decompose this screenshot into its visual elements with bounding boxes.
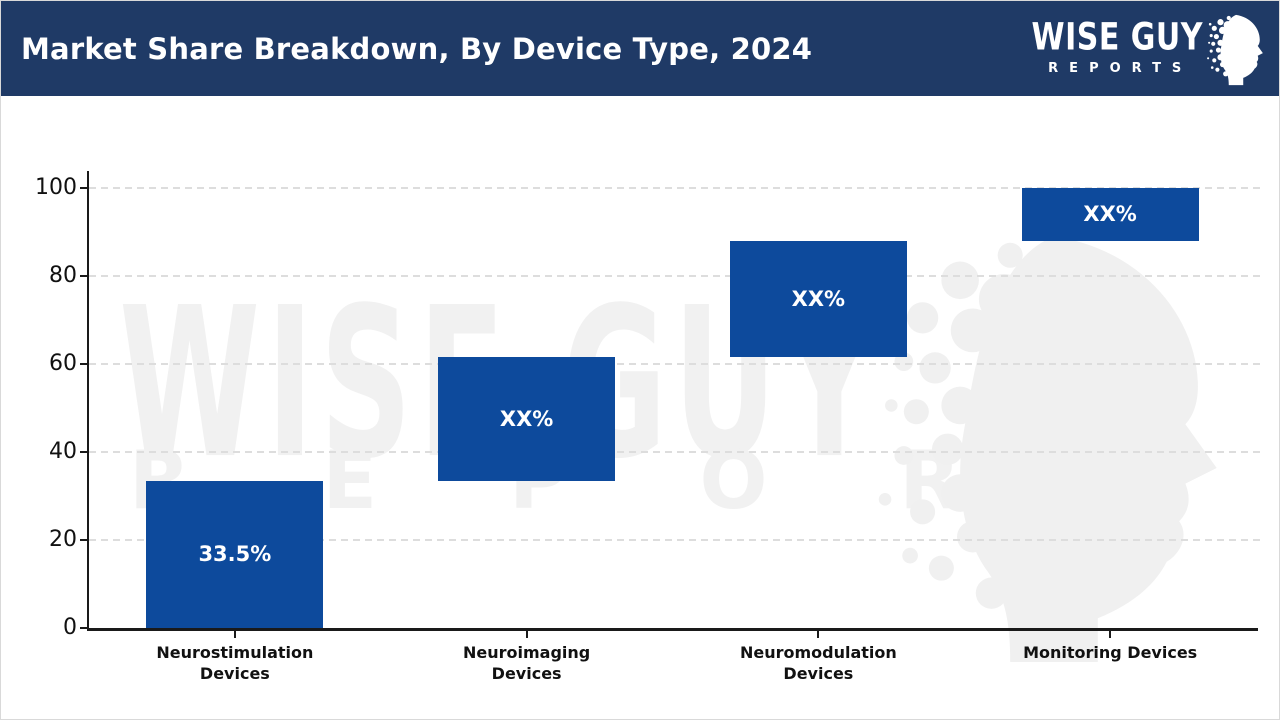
category-label-line: Devices <box>783 664 854 683</box>
category-label: Neurostimulation Devices <box>95 642 375 684</box>
wiseguy-logo: WISE GUY REPORTS <box>1031 7 1267 91</box>
waterfall-bar: 33.5% <box>146 480 324 628</box>
y-axis-line <box>87 171 89 630</box>
logo-reports-text: REPORTS <box>1048 61 1193 76</box>
y-tick-mark <box>80 363 88 365</box>
category-label-line: Neuromodulation <box>739 643 897 662</box>
bar-value-label: XX% <box>791 287 846 312</box>
x-tick-mark <box>233 631 236 638</box>
waterfall-bar: XX% <box>438 357 616 481</box>
category-label-line: Neurostimulation <box>156 643 314 662</box>
y-tick-mark <box>80 451 88 453</box>
y-tick-mark <box>80 627 88 629</box>
bar-value-label: 33.5% <box>198 542 272 567</box>
chart-title: Market Share Breakdown, By Device Type, … <box>21 31 813 66</box>
x-axis-line <box>87 628 1258 631</box>
logo-head-icon <box>1205 9 1267 89</box>
y-tick-label: 60 <box>49 351 77 376</box>
x-tick-mark <box>817 631 820 638</box>
y-tick-label: 80 <box>49 263 77 288</box>
y-tick-label: 20 <box>49 527 77 552</box>
category-label-line: Neuroimaging <box>463 643 591 662</box>
gridline <box>89 187 1260 189</box>
gridline <box>89 363 1260 365</box>
gridline <box>89 275 1260 277</box>
category-label: Monitoring Devices <box>970 642 1250 663</box>
y-tick-mark <box>80 275 88 277</box>
chart-area: WISE GUY R E P O R T S 0 20 40 60 80 100 33.5%… <box>1 96 1279 719</box>
logo-wiseguy-text: WISE GUY <box>1031 15 1203 60</box>
y-tick-label: 40 <box>49 439 77 464</box>
waterfall-bar: XX% <box>729 240 907 358</box>
bar-value-label: XX% <box>499 406 554 431</box>
logo-text: WISE GUY REPORTS <box>1031 19 1203 76</box>
watermark-head-icon <box>863 224 1245 662</box>
y-tick-mark <box>80 187 88 189</box>
x-tick-mark <box>525 631 528 638</box>
bar-value-label: XX% <box>1083 202 1137 227</box>
header: Market Share Breakdown, By Device Type, … <box>1 1 1279 96</box>
gridline <box>89 539 1260 541</box>
category-label-line: Devices <box>199 664 270 683</box>
x-tick-mark <box>1109 631 1112 638</box>
category-label-line: Monitoring Devices <box>1023 643 1198 662</box>
category-label: Neuromodulation Devices <box>678 642 958 684</box>
y-tick-mark <box>80 539 88 541</box>
category-label-line: Devices <box>491 664 562 683</box>
y-tick-label: 0 <box>63 615 77 640</box>
gridline <box>89 451 1260 453</box>
category-label: Neuroimaging Devices <box>387 642 667 684</box>
waterfall-bar: XX% <box>1021 188 1199 241</box>
y-tick-label: 100 <box>35 175 77 200</box>
